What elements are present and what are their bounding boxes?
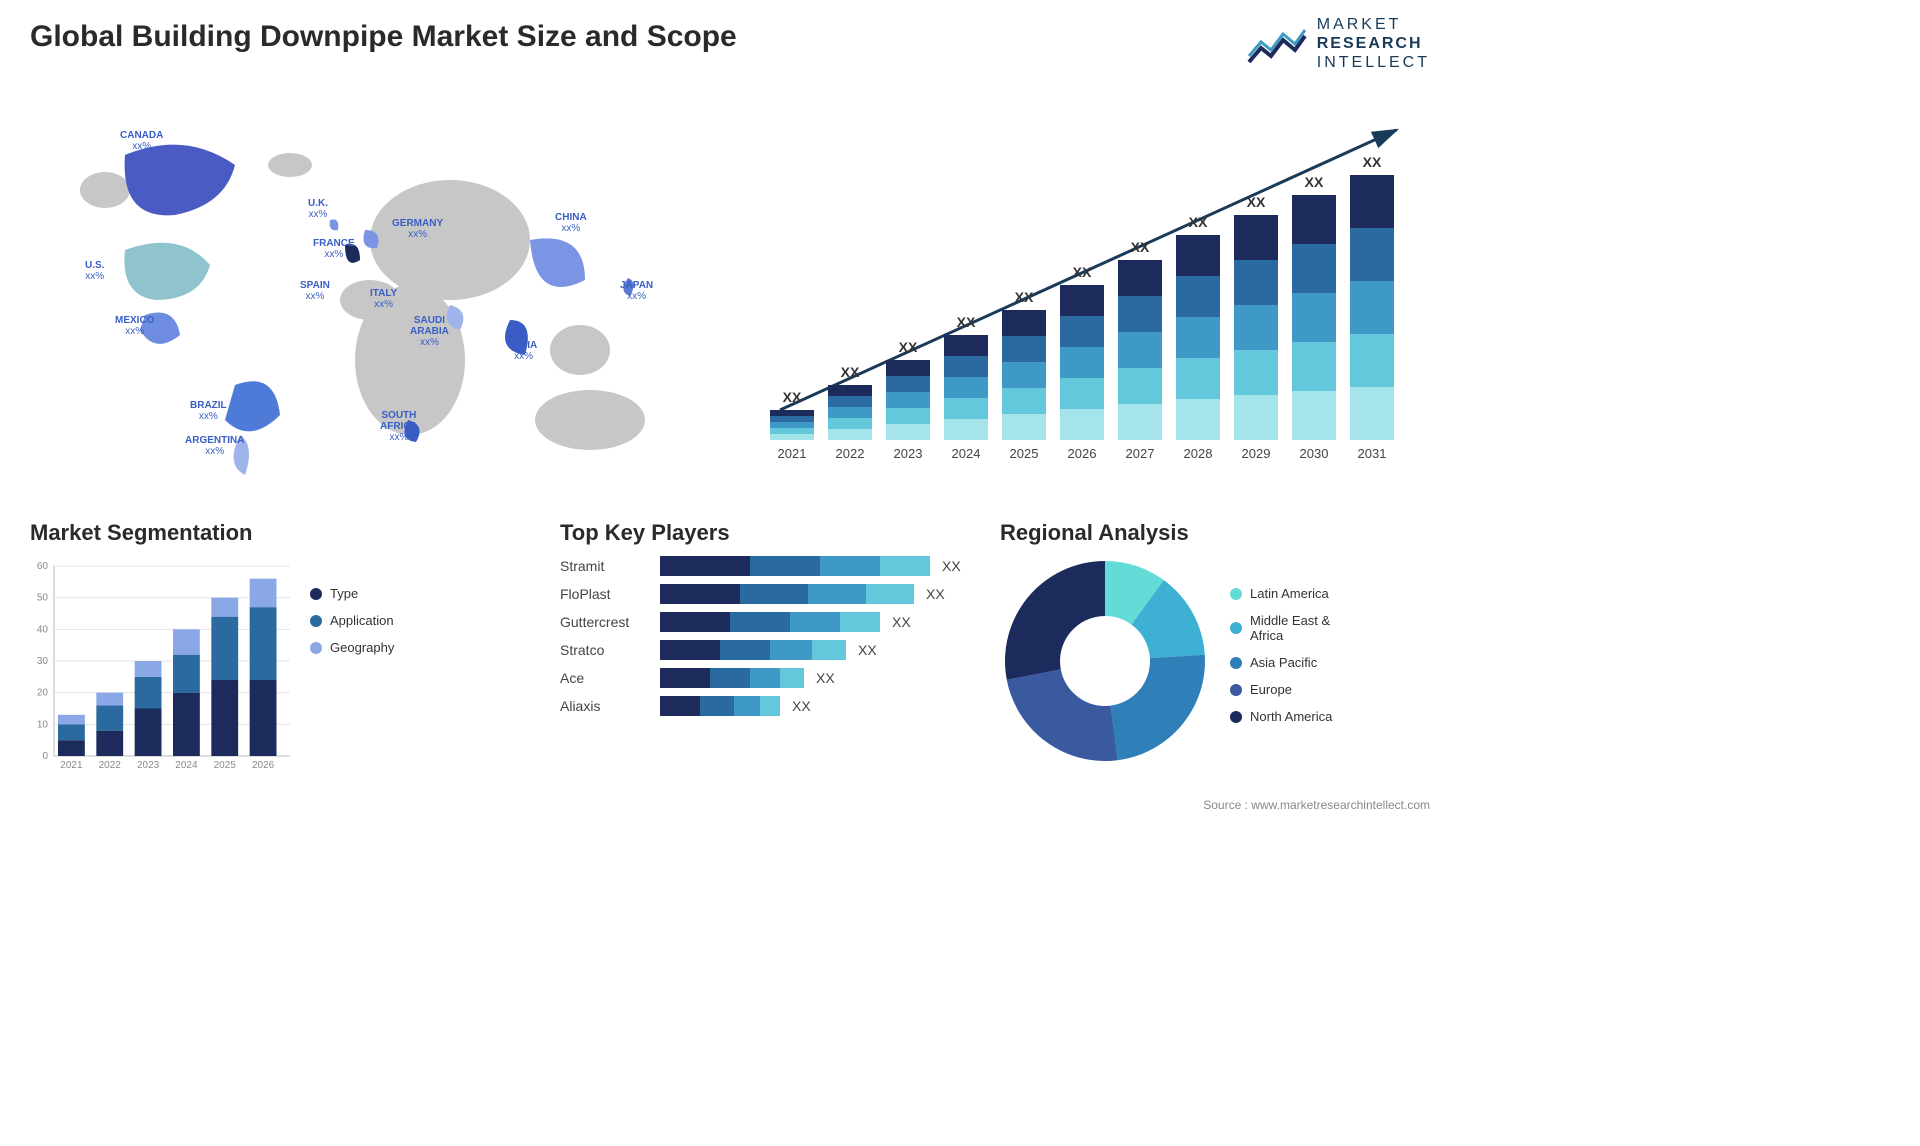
- legend-item: Latin America: [1230, 586, 1332, 601]
- svg-text:2029: 2029: [1242, 446, 1271, 461]
- svg-text:2021: 2021: [778, 446, 807, 461]
- source-text: Source : www.marketresearchintellect.com: [1203, 798, 1430, 812]
- legend-item: Application: [310, 613, 394, 628]
- logo-icon: [1247, 24, 1307, 64]
- uk-shape: [330, 219, 339, 230]
- map-label: ITALYxx%: [370, 288, 397, 310]
- svg-text:2024: 2024: [952, 446, 981, 461]
- players-section: Top Key Players StramitXX FloPlastXX Gutte…: [560, 520, 980, 724]
- canada: [125, 145, 235, 216]
- logo-line2: RESEARCH: [1317, 34, 1430, 53]
- svg-text:60: 60: [37, 561, 49, 572]
- map-label: U.K.xx%: [308, 198, 328, 220]
- map-label: CANADAxx%: [120, 130, 163, 152]
- legend-item: Geography: [310, 640, 394, 655]
- svg-text:50: 50: [37, 593, 49, 604]
- legend-item: Type: [310, 586, 394, 601]
- svg-text:XX: XX: [1073, 264, 1092, 280]
- map-label: SOUTHAFRICAxx%: [380, 410, 418, 443]
- logo-line1: MARKET: [1317, 15, 1430, 34]
- svg-text:2030: 2030: [1300, 446, 1329, 461]
- legend-item: North America: [1230, 709, 1332, 724]
- segmentation-title: Market Segmentation: [30, 520, 470, 546]
- svg-text:2031: 2031: [1358, 446, 1387, 461]
- player-row: StramitXX: [560, 556, 980, 576]
- main-growth-chart: XX 2021 XX 2022 XX 2023 XX 2024 XX 2025 XX 2026 XX 20…: [750, 100, 1430, 480]
- svg-text:2025: 2025: [214, 760, 237, 771]
- svg-text:2025: 2025: [1010, 446, 1039, 461]
- svg-text:XX: XX: [899, 339, 918, 355]
- svg-text:2028: 2028: [1184, 446, 1213, 461]
- brand-logo: MARKET RESEARCH INTELLECT: [1247, 15, 1430, 73]
- svg-text:2021: 2021: [60, 760, 83, 771]
- svg-text:XX: XX: [957, 314, 976, 330]
- logo-line3: INTELLECT: [1317, 53, 1430, 72]
- map-label: GERMANYxx%: [392, 218, 443, 240]
- svg-text:XX: XX: [1305, 174, 1324, 190]
- svg-text:XX: XX: [1189, 214, 1208, 230]
- brazil: [225, 381, 280, 431]
- svg-text:2023: 2023: [894, 446, 923, 461]
- regional-title: Regional Analysis: [1000, 520, 1430, 546]
- legend-item: Middle East &Africa: [1230, 613, 1332, 643]
- china-shape: [530, 238, 585, 287]
- player-row: FloPlastXX: [560, 584, 980, 604]
- svg-text:2023: 2023: [137, 760, 160, 771]
- map-label: ARGENTINAxx%: [185, 435, 244, 457]
- map-label: U.S.xx%: [85, 260, 104, 282]
- map-label: BRAZILxx%: [190, 400, 227, 422]
- svg-text:2027: 2027: [1126, 446, 1155, 461]
- player-row: AliaxisXX: [560, 696, 980, 716]
- svg-text:30: 30: [37, 656, 49, 667]
- map-label: SAUDIARABIAxx%: [410, 315, 449, 348]
- svg-text:XX: XX: [1015, 289, 1034, 305]
- world-map: CANADAxx% U.S.xx% MEXICOxx% BRAZILxx% ARGENT…: [30, 90, 710, 490]
- player-row: GuttercrestXX: [560, 612, 980, 632]
- us: [124, 243, 210, 300]
- svg-text:XX: XX: [1363, 154, 1382, 170]
- map-label: CHINAxx%: [555, 212, 587, 234]
- svg-text:XX: XX: [783, 389, 802, 405]
- players-title: Top Key Players: [560, 520, 980, 546]
- map-label: MEXICOxx%: [115, 315, 154, 337]
- player-row: StratcoXX: [560, 640, 980, 660]
- map-label: JAPANxx%: [620, 280, 653, 302]
- legend-item: Europe: [1230, 682, 1332, 697]
- legend-item: Asia Pacific: [1230, 655, 1332, 670]
- map-label: FRANCExx%: [313, 238, 355, 260]
- svg-text:40: 40: [37, 624, 49, 635]
- svg-text:20: 20: [37, 688, 49, 699]
- regional-section: Regional Analysis Latin America Middle Ea…: [1000, 520, 1430, 766]
- svg-text:10: 10: [37, 719, 49, 730]
- svg-text:2024: 2024: [175, 760, 198, 771]
- svg-text:2026: 2026: [1068, 446, 1097, 461]
- map-label: INDIAxx%: [510, 340, 537, 362]
- svg-text:XX: XX: [841, 364, 860, 380]
- map-label: SPAINxx%: [300, 280, 330, 302]
- player-row: AceXX: [560, 668, 980, 688]
- page-title: Global Building Downpipe Market Size and…: [30, 20, 737, 54]
- svg-text:XX: XX: [1131, 239, 1150, 255]
- svg-text:XX: XX: [1247, 194, 1266, 210]
- svg-text:2022: 2022: [99, 760, 122, 771]
- segmentation-section: Market Segmentation 0 10 20 30 40 50 60 2021 202…: [30, 520, 470, 776]
- svg-text:0: 0: [42, 751, 48, 762]
- svg-text:2026: 2026: [252, 760, 275, 771]
- svg-text:2022: 2022: [836, 446, 865, 461]
